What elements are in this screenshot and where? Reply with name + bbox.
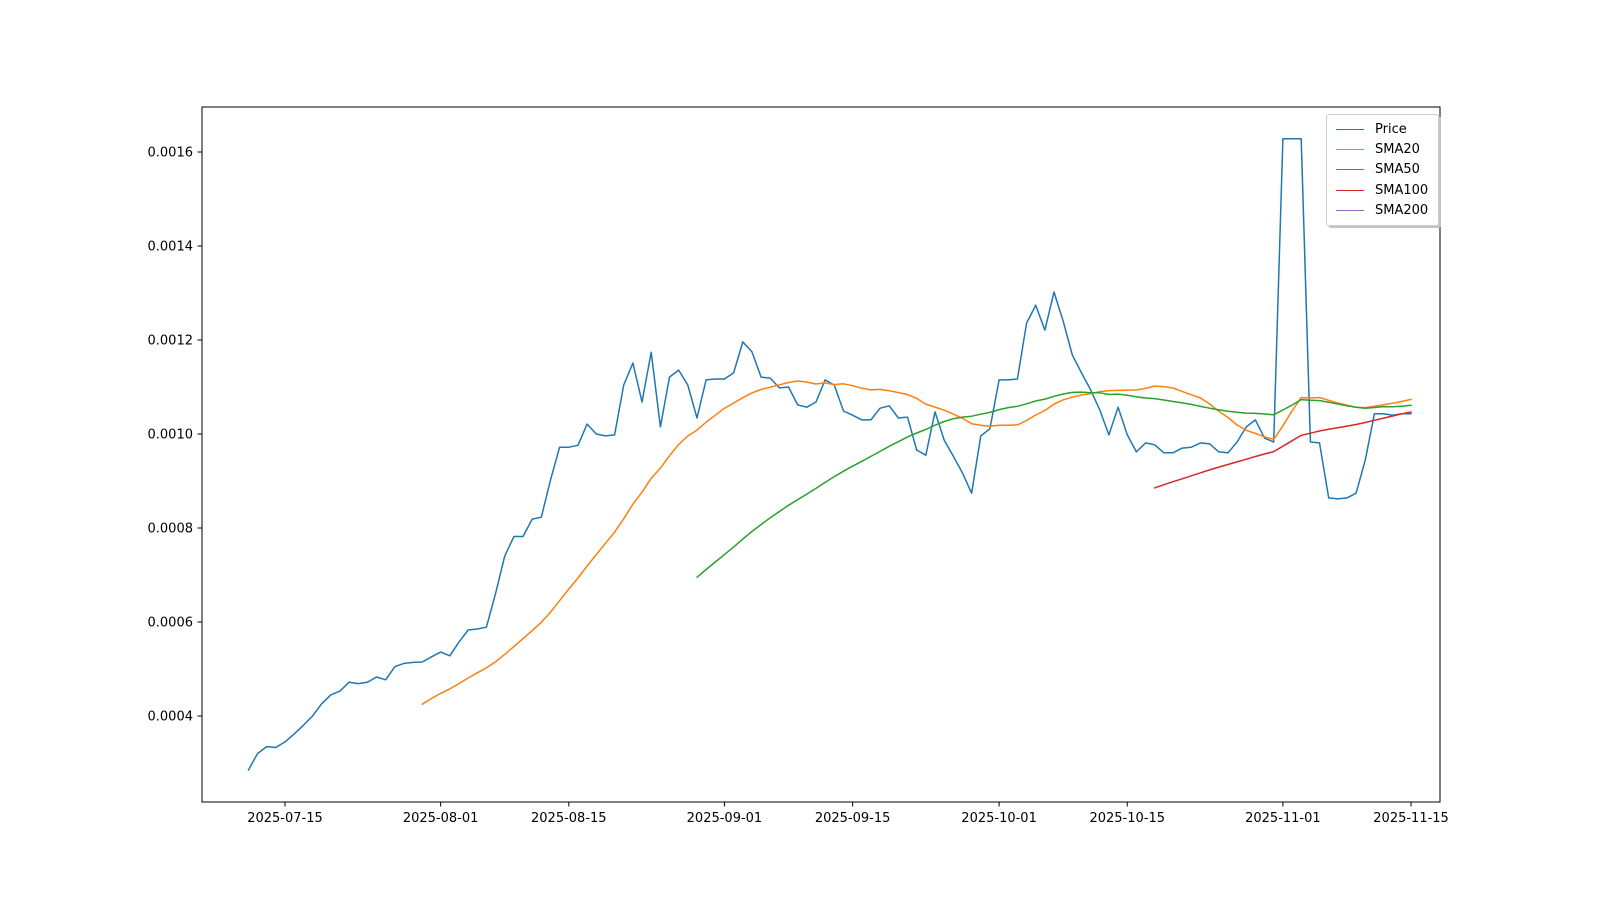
legend-line-sample xyxy=(1336,210,1364,212)
y-axis: 0.0004 0.0006 0.0008 0.0010 0.0012 0.0014 0.00… xyxy=(148,146,202,725)
legend-entry-price: Price xyxy=(1336,119,1428,139)
y-tick-label: 0.0008 xyxy=(148,522,194,537)
y-tick-label: 0.0010 xyxy=(148,428,194,443)
series-line-price xyxy=(247,138,1412,771)
legend-line-sample xyxy=(1336,149,1364,151)
x-tick-label: 2025-08-15 xyxy=(531,811,607,826)
x-tick-label: 2025-09-01 xyxy=(687,811,763,826)
x-tick-label: 2025-10-15 xyxy=(1089,811,1165,826)
legend-line-sample xyxy=(1336,169,1364,171)
y-tick-label: 0.0006 xyxy=(148,616,194,631)
x-tick-label: 2025-11-01 xyxy=(1245,811,1321,826)
y-tick-label: 0.0014 xyxy=(148,240,194,255)
legend: Price SMA20 SMA50 SMA100 SMA200 xyxy=(1326,114,1440,226)
series-line-sma50 xyxy=(696,391,1412,579)
legend-label: Price xyxy=(1375,121,1407,137)
x-axis: 2025-07-15 2025-08-01 2025-08-15 2025-09-01… xyxy=(247,802,1449,826)
legend-entry-sma20: SMA20 xyxy=(1336,139,1428,159)
legend-entry-sma50: SMA50 xyxy=(1336,160,1428,180)
x-tick-label: 2025-09-15 xyxy=(815,811,891,826)
series-lines xyxy=(247,138,1412,771)
legend-line-sample xyxy=(1336,128,1364,130)
legend-line-sample xyxy=(1336,189,1364,191)
x-tick-label: 2025-08-01 xyxy=(403,811,479,826)
legend-label: SMA200 xyxy=(1375,203,1429,219)
x-tick-label: 2025-07-15 xyxy=(247,811,323,826)
x-tick-label: 2025-11-15 xyxy=(1373,811,1449,826)
legend-entry-sma100: SMA100 xyxy=(1336,180,1428,200)
y-tick-label: 0.0012 xyxy=(148,334,194,349)
x-tick-label: 2025-10-01 xyxy=(961,811,1037,826)
y-tick-label: 0.0016 xyxy=(148,146,194,161)
series-line-sma20 xyxy=(421,380,1412,705)
plot-border xyxy=(201,106,1441,803)
y-tick-label: 0.0004 xyxy=(148,710,194,725)
series-line-sma100 xyxy=(1153,411,1412,489)
legend-entry-sma200: SMA200 xyxy=(1336,201,1428,221)
legend-label: SMA50 xyxy=(1375,162,1420,178)
legend-label: SMA20 xyxy=(1375,142,1420,158)
legend-label: SMA100 xyxy=(1375,182,1429,198)
